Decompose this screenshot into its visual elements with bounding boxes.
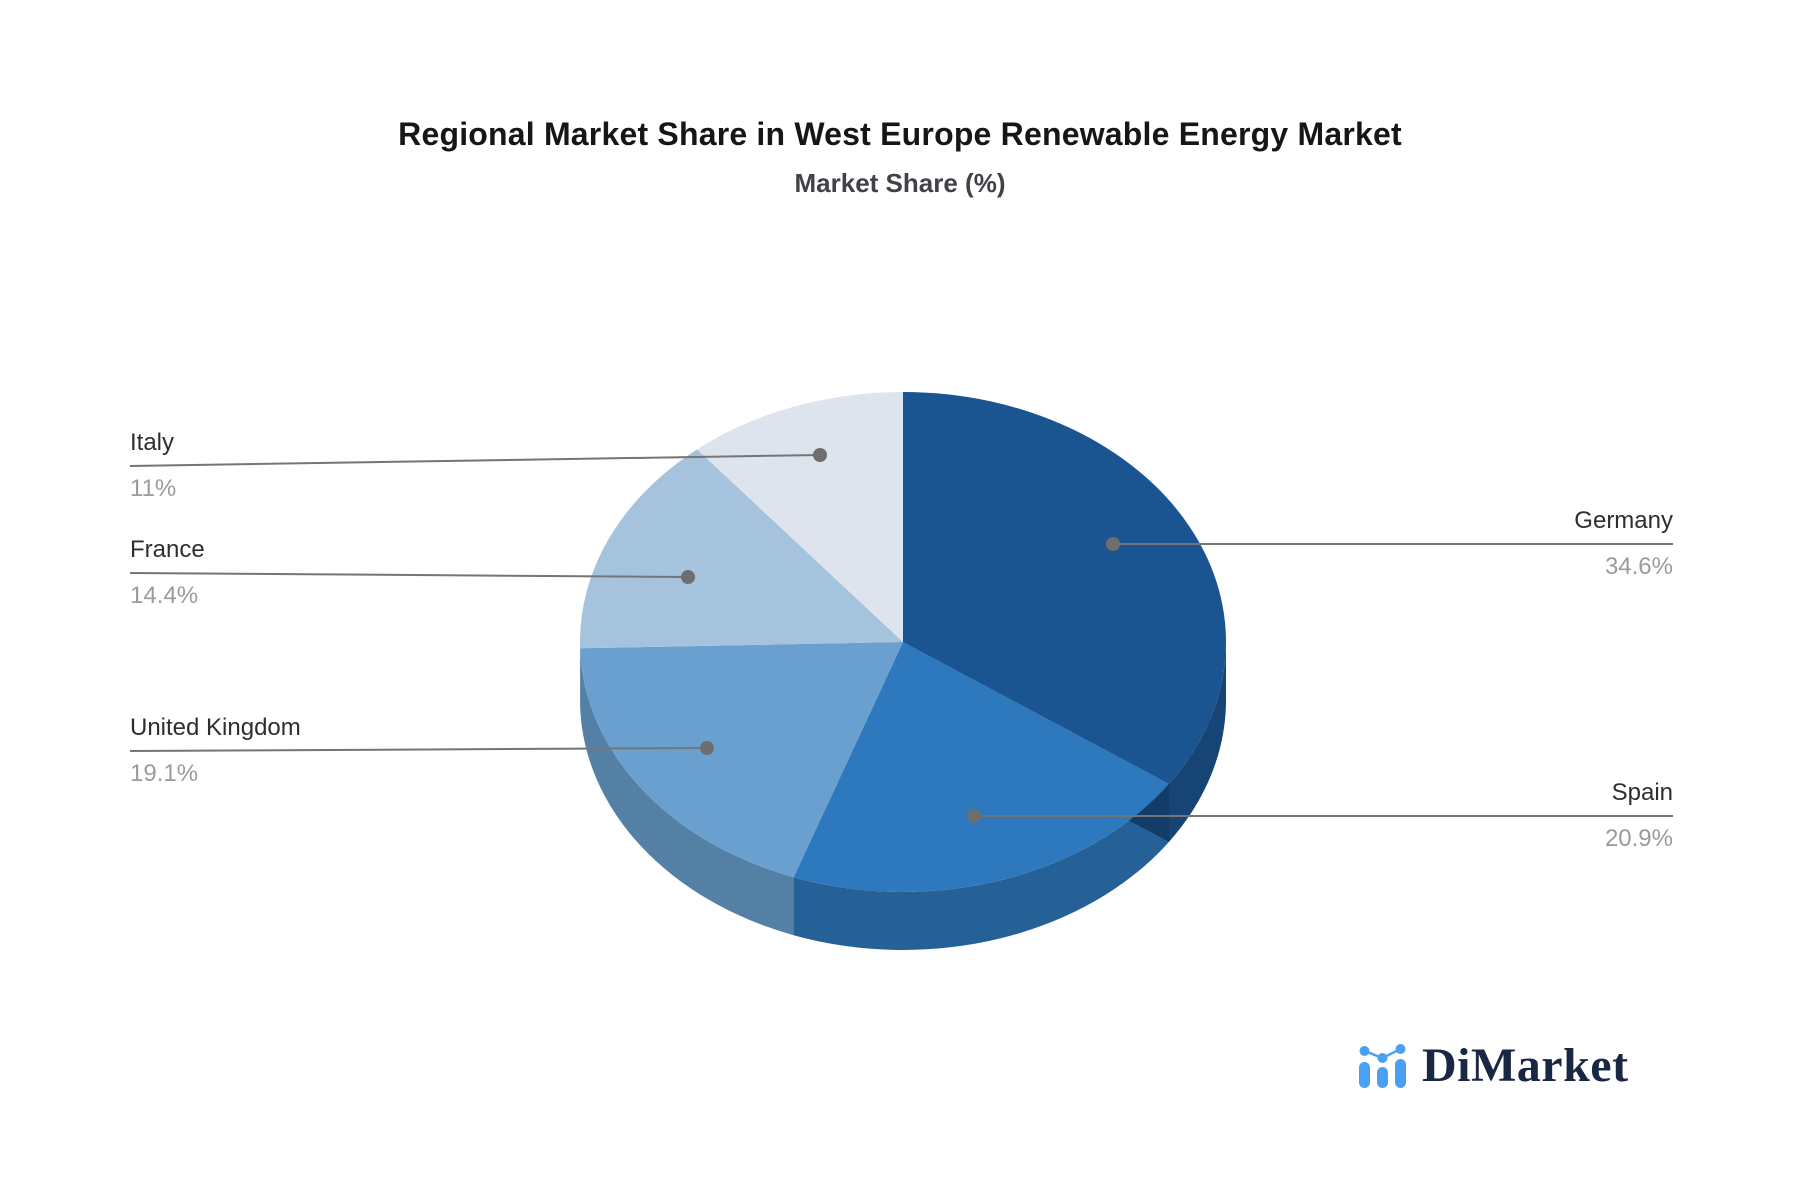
- label-connector-dot: [1106, 537, 1120, 551]
- slice-label-france: France 14.4%: [130, 535, 205, 611]
- pie-rim-united-kingdom: [580, 648, 794, 936]
- slice-label-name: Spain: [1611, 779, 1673, 806]
- slice-label-united-kingdom: United Kingdom 19.1%: [130, 713, 301, 789]
- slice-label-name: United Kingdom: [130, 714, 301, 741]
- label-connector-dot: [967, 809, 981, 823]
- slice-label-name: France: [130, 536, 205, 563]
- slice-label-spain: Spain 20.9%: [1605, 778, 1673, 854]
- chart-title: Regional Market Share in West Europe Ren…: [398, 116, 1402, 152]
- slice-label-name: Italy: [130, 429, 175, 456]
- chart-subtitle: Market Share (%): [794, 168, 1006, 198]
- slice-label-value: 14.4%: [130, 582, 199, 609]
- pie-slice-france[interactable]: [579, 449, 903, 649]
- label-connector-line: [129, 572, 689, 578]
- pie-rim-germany: [1169, 642, 1226, 842]
- pie-slice-united-kingdom[interactable]: [580, 642, 903, 878]
- slice-label-value: 20.9%: [1604, 825, 1673, 852]
- brand-logo: DiMarket: [1358, 1034, 1629, 1096]
- slice-label-value: 19.1%: [130, 760, 199, 787]
- pie-slice-italy[interactable]: [697, 392, 903, 642]
- label-connector-dot: [700, 741, 714, 755]
- pie-slice-spain[interactable]: [793, 642, 1170, 892]
- label-connector-line: [129, 747, 708, 752]
- slice-label-name: Germany: [1574, 507, 1673, 534]
- pie-rim-spain: [793, 783, 1170, 951]
- label-connector-dot: [813, 448, 827, 462]
- slice-label-value: 34.6%: [1604, 553, 1673, 580]
- label-connector-line: [129, 454, 821, 467]
- slice-label-value: 11%: [130, 475, 177, 502]
- slice-label-italy: Italy 11%: [130, 428, 176, 504]
- label-connector-dot: [681, 570, 695, 584]
- bar-line-chart-icon: [1359, 1044, 1406, 1088]
- pie-slice-germany[interactable]: [903, 392, 1226, 784]
- slice-label-germany: Germany 34.6%: [1574, 506, 1673, 582]
- logo-text: DiMarket: [1422, 1038, 1629, 1092]
